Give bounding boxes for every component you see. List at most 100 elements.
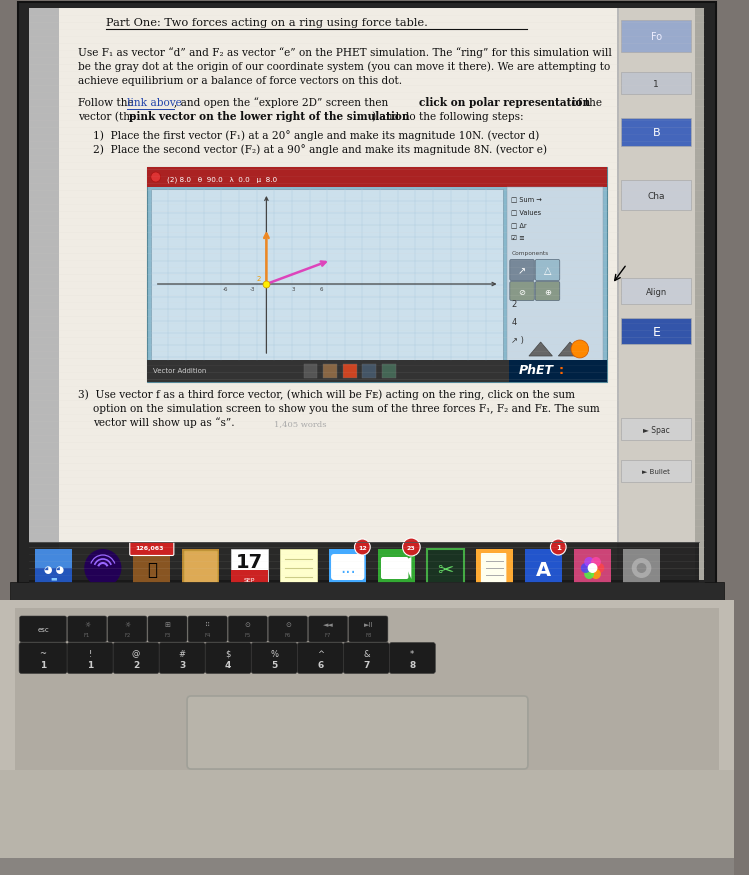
Text: F4: F4 [204, 633, 210, 638]
Text: 🦌: 🦌 [147, 561, 157, 579]
Circle shape [151, 172, 160, 182]
FancyBboxPatch shape [251, 642, 297, 674]
Text: ▬: ▬ [50, 575, 57, 581]
FancyBboxPatch shape [19, 642, 67, 674]
Text: 3)  Use vector f as a third force vector, (which will be Fᴇ) acting on the ring,: 3) Use vector f as a third force vector,… [79, 389, 575, 400]
Text: 6: 6 [320, 287, 323, 292]
FancyBboxPatch shape [481, 553, 506, 583]
Text: ◕ ◕: ◕ ◕ [43, 565, 64, 575]
Bar [35, 549, 73, 587]
Circle shape [84, 549, 121, 587]
Text: *: * [410, 649, 414, 659]
FancyBboxPatch shape [188, 616, 227, 642]
Text: F8: F8 [365, 633, 372, 638]
Bar [147, 360, 607, 382]
Bar [0, 858, 733, 875]
Bar [182, 549, 219, 587]
Circle shape [354, 539, 370, 555]
FancyBboxPatch shape [343, 642, 389, 674]
Bar [695, 8, 704, 580]
Circle shape [584, 569, 594, 579]
Text: 23: 23 [407, 545, 416, 550]
Bar [133, 549, 171, 587]
Polygon shape [404, 557, 411, 579]
Text: ⊙: ⊙ [285, 622, 291, 628]
Bar [29, 542, 700, 594]
FancyBboxPatch shape [510, 260, 534, 281]
Bar [151, 189, 503, 360]
FancyBboxPatch shape [205, 642, 251, 674]
Bar [0, 770, 733, 875]
FancyBboxPatch shape [159, 642, 205, 674]
Bar [621, 278, 691, 304]
Text: ►II: ►II [363, 622, 373, 628]
Text: ⊘: ⊘ [518, 288, 526, 297]
Text: F5: F5 [245, 633, 251, 638]
Text: &: & [363, 649, 369, 659]
Circle shape [580, 563, 591, 573]
Circle shape [402, 538, 420, 556]
FancyBboxPatch shape [510, 282, 534, 300]
Circle shape [551, 539, 566, 555]
Text: $: $ [225, 649, 231, 659]
Text: ► Bullet: ► Bullet [643, 469, 670, 475]
Text: !: ! [88, 649, 91, 659]
Bar [621, 72, 691, 94]
Bar [363, 364, 376, 378]
Text: 3: 3 [179, 661, 185, 669]
Text: ) and do the following steps:: ) and do the following steps: [372, 111, 524, 122]
Bar [476, 549, 513, 587]
Bar [382, 364, 395, 378]
Circle shape [595, 563, 604, 573]
FancyBboxPatch shape [148, 616, 187, 642]
Text: Follow the: Follow the [79, 98, 137, 108]
Text: @: @ [132, 649, 140, 659]
Text: 2: 2 [133, 661, 139, 669]
Text: achieve equilibrium or a balance of force vectors on this dot.: achieve equilibrium or a balance of forc… [79, 76, 402, 86]
Text: of the: of the [568, 98, 602, 108]
Text: □ Values: □ Values [512, 209, 542, 215]
Bar [231, 570, 268, 587]
Text: #: # [179, 649, 186, 659]
Bar [35, 568, 73, 587]
FancyBboxPatch shape [130, 542, 174, 556]
Text: ✂: ✂ [437, 561, 454, 579]
Text: 4: 4 [512, 318, 517, 327]
Text: ⊙: ⊙ [245, 622, 251, 628]
Text: 2)  Place the second vector (F₂) at a 90° angle and make its magnitude 8N. (vect: 2) Place the second vector (F₂) at a 90°… [93, 144, 547, 155]
Text: ⠿: ⠿ [205, 622, 210, 628]
Circle shape [631, 558, 652, 578]
FancyBboxPatch shape [331, 554, 364, 580]
FancyBboxPatch shape [184, 551, 217, 585]
FancyBboxPatch shape [113, 642, 159, 674]
Circle shape [637, 563, 646, 573]
Bar [147, 167, 607, 382]
Text: Align: Align [646, 288, 667, 297]
Text: ~: ~ [40, 649, 46, 659]
Text: E: E [652, 326, 660, 339]
Text: option on the simulation screen to show you the sum of the three forces F₁, F₂ a: option on the simulation screen to show … [93, 404, 600, 414]
Text: □ Sum →: □ Sum → [512, 196, 542, 202]
Bar [507, 187, 604, 378]
Circle shape [571, 340, 589, 358]
Text: F3: F3 [164, 633, 171, 638]
Text: ☼: ☼ [84, 622, 91, 628]
Text: ⊕: ⊕ [544, 288, 551, 297]
Text: Part One: Two forces acting on a ring using force table.: Part One: Two forces acting on a ring us… [106, 18, 428, 28]
Bar [280, 549, 318, 587]
Bar [621, 418, 691, 440]
Text: ↗: ↗ [518, 266, 526, 276]
Bar [18, 2, 716, 592]
Text: link above: link above [127, 98, 182, 108]
Text: Use F₁ as vector “d” and F₂ as vector “e” on the PHET simulation. The “ring” for: Use F₁ as vector “d” and F₂ as vector “e… [79, 47, 612, 58]
Bar [427, 549, 464, 587]
Text: , and open the “explore 2D” screen then: , and open the “explore 2D” screen then [175, 97, 392, 108]
Text: Components: Components [512, 251, 548, 256]
Text: SEP: SEP [244, 578, 255, 583]
Circle shape [591, 557, 601, 567]
Text: PhET: PhET [519, 364, 554, 377]
FancyBboxPatch shape [19, 616, 67, 642]
Text: 3: 3 [292, 287, 296, 292]
Text: 5: 5 [271, 661, 277, 669]
Text: be the gray dot at the origin of our coordinate system (you can move it there). : be the gray dot at the origin of our coo… [79, 61, 610, 72]
